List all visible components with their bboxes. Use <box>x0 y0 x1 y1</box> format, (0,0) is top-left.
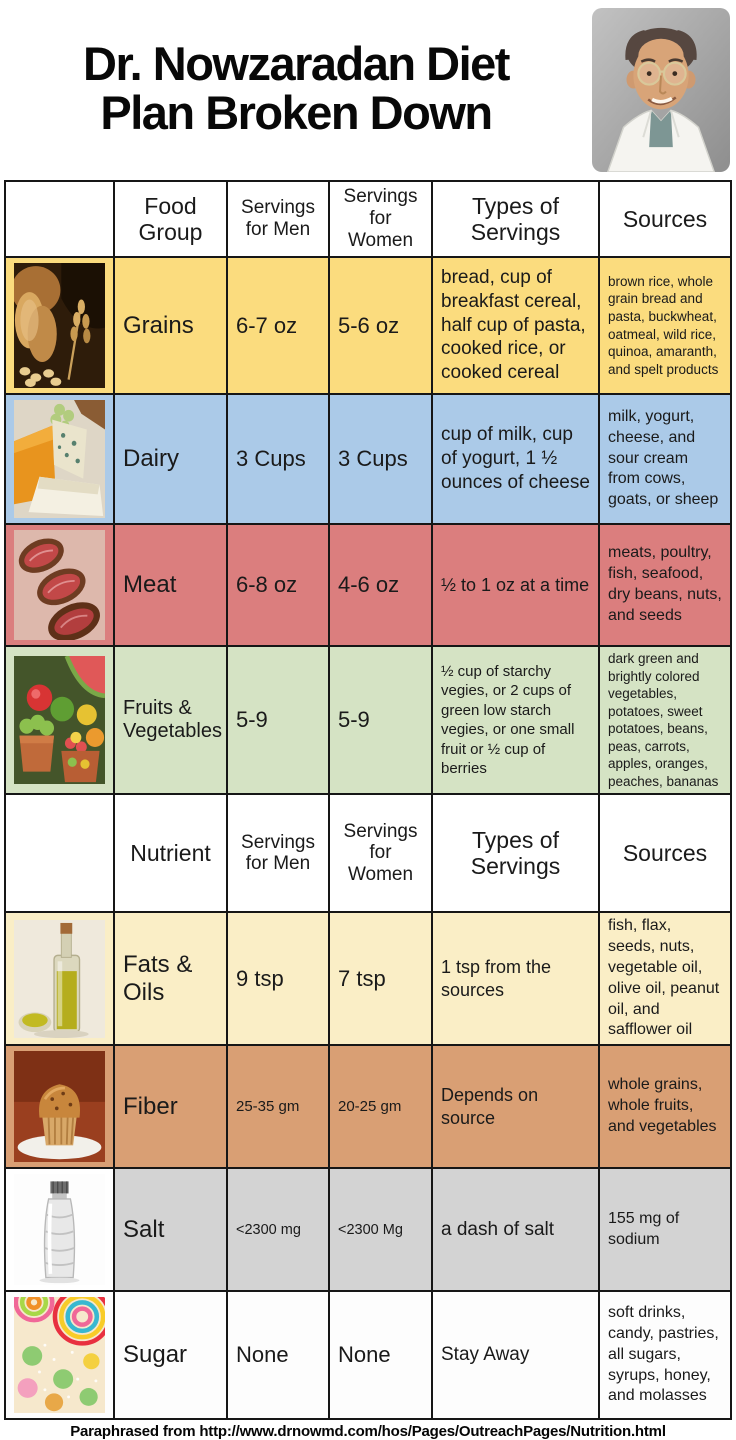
table-row-grains: Grains 6-7 oz 5-6 oz bread, cup of break… <box>4 256 732 395</box>
cheese-photo <box>14 400 105 518</box>
salt-photo-cell <box>4 1167 115 1293</box>
muffin-photo <box>14 1051 105 1163</box>
page-title-line2: Plan Broken Down <box>100 85 493 139</box>
sources-header: Sources <box>598 793 732 914</box>
table-row-sugar: Sugar None None Stay Away soft drinks, c… <box>4 1290 732 1421</box>
sources-header: Sources <box>598 180 732 258</box>
row-sources: 155 mg of sodium <box>598 1167 732 1293</box>
diet-table: Food Group Servings for Men Servings for… <box>4 180 732 1421</box>
servings-men-header: Servings for Men <box>226 793 330 914</box>
row-sources: fish, flax, seeds, nuts, vegetable oil, … <box>598 911 732 1047</box>
row-servings-men: 25-35 gm <box>226 1044 330 1170</box>
row-name: Dairy <box>113 393 228 525</box>
table-row-fats-oils: Fats & Oils 9 tsp 7 tsp 1 tsp from the s… <box>4 911 732 1047</box>
fruits-vegetables-photo <box>14 656 105 785</box>
table-row-dairy: Dairy 3 Cups 3 Cups cup of milk, cup of … <box>4 393 732 525</box>
row-servings-women: <2300 Mg <box>328 1167 433 1293</box>
row-types: Stay Away <box>431 1290 600 1421</box>
row-sources: meats, poultry, fish, seafood, dry beans… <box>598 523 732 647</box>
row-servings-men: 6-8 oz <box>226 523 330 647</box>
row-servings-women: None <box>328 1290 433 1421</box>
bread-grains-photo <box>14 263 105 388</box>
food-header-row: Food Group Servings for Men Servings for… <box>4 180 732 258</box>
servings-women-header: Servings for Women <box>328 793 433 914</box>
types-of-servings-header: Types of Servings <box>431 180 600 258</box>
row-name: Fruits & Vegetables <box>113 644 228 796</box>
servings-men-header: Servings for Men <box>226 180 330 258</box>
row-types: a dash of salt <box>431 1167 600 1293</box>
blank-header-cell <box>4 793 115 914</box>
table-row-fiber: Fiber 25-35 gm 20-25 gm Depends on sourc… <box>4 1044 732 1170</box>
row-servings-men: 9 tsp <box>226 911 330 1047</box>
table-row-fruits-vegetables: Fruits & Vegetables 5-9 5-9 ½ cup of sta… <box>4 644 732 796</box>
table-row-salt: Salt <2300 mg <2300 Mg a dash of salt 15… <box>4 1167 732 1293</box>
nutrient-header-row: Nutrient Servings for Men Servings for W… <box>4 793 732 914</box>
fruits-vegetables-photo-cell <box>4 644 115 796</box>
row-types: ½ cup of starchy vegies, or 2 cups of gr… <box>431 644 600 796</box>
fats-oils-photo-cell <box>4 911 115 1047</box>
row-name: Meat <box>113 523 228 647</box>
meat-photo-cell <box>4 523 115 647</box>
row-servings-men: 5-9 <box>226 644 330 796</box>
candy-photo <box>14 1297 105 1414</box>
row-types: cup of milk, cup of yogurt, 1 ½ ounces o… <box>431 393 600 525</box>
steak-photo <box>14 530 105 640</box>
row-servings-men: 6-7 oz <box>226 256 330 395</box>
row-types: ½ to 1 oz at a time <box>431 523 600 647</box>
dairy-photo-cell <box>4 393 115 525</box>
page-title-line1: Dr. Nowzaradan Diet <box>83 37 510 90</box>
olive-oil-bottle-photo <box>14 919 105 1038</box>
row-servings-women: 20-25 gm <box>328 1044 433 1170</box>
row-types: Depends on source <box>431 1044 600 1170</box>
sugar-photo-cell <box>4 1290 115 1421</box>
row-servings-women: 4-6 oz <box>328 523 433 647</box>
row-name: Grains <box>113 256 228 395</box>
row-servings-men: None <box>226 1290 330 1421</box>
row-servings-men: <2300 mg <box>226 1167 330 1293</box>
row-sources: dark green and brightly colored vegetabl… <box>598 644 732 796</box>
row-sources: milk, yogurt, cheese, and sour cream fro… <box>598 393 732 525</box>
row-types: bread, cup of breakfast cereal, half cup… <box>431 256 600 395</box>
row-sources: brown rice, whole grain bread and pasta,… <box>598 256 732 395</box>
row-name: Fats & Oils <box>113 911 228 1047</box>
dr-nowzaradan-portrait <box>592 8 730 172</box>
page-title: Dr. Nowzaradan Diet Plan Broken Down <box>0 0 592 138</box>
types-of-servings-header: Types of Servings <box>431 793 600 914</box>
nutrient-header: Nutrient <box>113 793 228 914</box>
fiber-photo-cell <box>4 1044 115 1170</box>
row-name: Fiber <box>113 1044 228 1170</box>
row-name: Salt <box>113 1167 228 1293</box>
blank-header-cell <box>4 180 115 258</box>
grains-photo-cell <box>4 256 115 395</box>
row-servings-men: 3 Cups <box>226 393 330 525</box>
row-sources: soft drinks, candy, pastries, all sugars… <box>598 1290 732 1421</box>
row-servings-women: 5-9 <box>328 644 433 796</box>
salt-shaker-photo <box>14 1174 105 1286</box>
header: Dr. Nowzaradan Diet Plan Broken Down <box>0 0 736 180</box>
row-types: 1 tsp from the sources <box>431 911 600 1047</box>
doctor-photo <box>592 8 730 172</box>
row-servings-women: 3 Cups <box>328 393 433 525</box>
row-servings-women: 7 tsp <box>328 911 433 1047</box>
table-row-meat: Meat 6-8 oz 4-6 oz ½ to 1 oz at a time m… <box>4 523 732 647</box>
servings-women-header: Servings for Women <box>328 180 433 258</box>
attribution-footer: Paraphrased from http://www.drnowmd.com/… <box>70 1423 666 1440</box>
row-sources: whole grains, whole fruits, and vegetabl… <box>598 1044 732 1170</box>
food-group-header: Food Group <box>113 180 228 258</box>
row-servings-women: 5-6 oz <box>328 256 433 395</box>
row-name: Sugar <box>113 1290 228 1421</box>
